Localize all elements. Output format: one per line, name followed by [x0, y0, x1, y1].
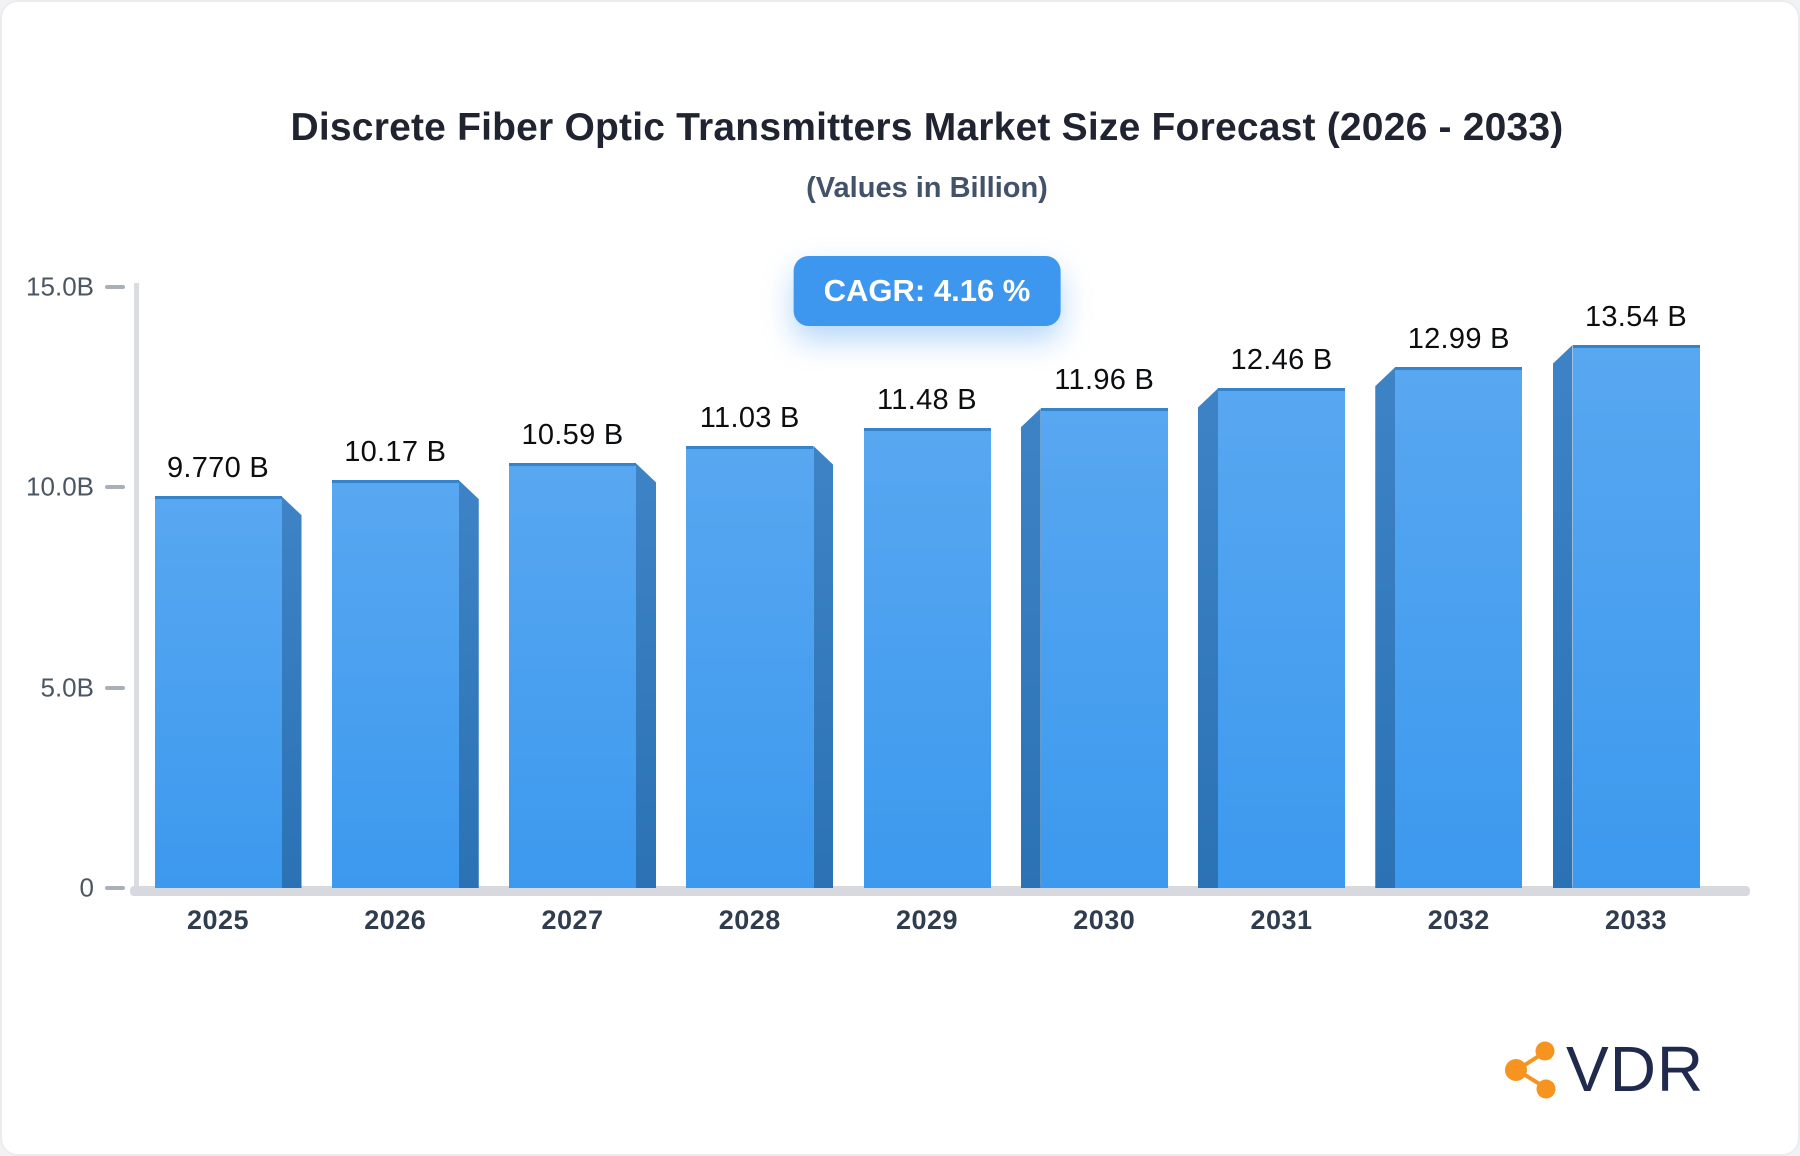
- bar-side-panel: [281, 496, 302, 888]
- bar-value-label: 10.17 B: [344, 436, 447, 469]
- bar-side-panel: [1375, 367, 1396, 888]
- logo-text: VDR: [1566, 1033, 1705, 1105]
- bar-2025: [154, 496, 282, 888]
- bar-side-panel: [813, 445, 834, 888]
- bar-2027: [509, 463, 636, 888]
- x-axis-label-2029: 2029: [895, 905, 959, 935]
- bar-value-label: 11.96 B: [1054, 364, 1155, 397]
- bar-value-label: 11.48 B: [877, 383, 977, 416]
- bar-value-label: 10.59 B: [521, 419, 624, 452]
- bar-2028: [686, 445, 814, 888]
- x-axis-baseline: [130, 886, 1750, 896]
- bar-value-label: 12.46 B: [1230, 344, 1333, 377]
- bar-side-panel: [1020, 408, 1041, 888]
- bar-side-panel: [458, 480, 479, 888]
- y-axis-tick-mark: [105, 485, 125, 489]
- bar-value-label: 12.99 B: [1407, 323, 1510, 356]
- chart-subtitle: (Values in Billion): [806, 172, 1048, 204]
- y-axis-tick-label: 10.0B: [26, 471, 94, 502]
- chart-header: Discrete Fiber Optic Transmitters Market…: [177, 106, 1677, 205]
- y-axis-tick-label: 0: [79, 872, 94, 903]
- bar-value-label: 9.770 B: [166, 452, 270, 485]
- y-axis-tick-label: 5.0B: [40, 672, 95, 702]
- bar-side-panel: [636, 463, 656, 888]
- x-axis-label-2025: 2025: [186, 905, 250, 935]
- bar-2026: [331, 480, 459, 888]
- cagr-badge: CAGR: 4.16 %: [793, 256, 1061, 326]
- y-axis-tick-mark: [105, 886, 125, 890]
- bar-value-label: 13.54 B: [1584, 301, 1688, 334]
- x-axis-label-2033: 2033: [1604, 905, 1668, 935]
- y-axis-line: [134, 283, 139, 888]
- x-axis-label-2032: 2032: [1427, 905, 1490, 935]
- chart-title: Discrete Fiber Optic Transmitters Market…: [290, 106, 1564, 149]
- bar-2031: [1218, 388, 1345, 888]
- x-axis-label-2028: 2028: [718, 905, 781, 935]
- bar-2030: [1040, 408, 1168, 888]
- bar-2032: [1395, 367, 1523, 888]
- vdr-logo: VDR: [1500, 1034, 1704, 1104]
- bar-2029: [863, 427, 991, 888]
- y-axis-tick-label: 15.0B: [26, 271, 94, 301]
- bar-2033: [1572, 345, 1700, 888]
- x-axis-label-2026: 2026: [364, 905, 427, 935]
- y-axis-tick-mark: [105, 685, 125, 690]
- bar-value-label: 11.03 B: [699, 401, 800, 434]
- share-network-icon: [1505, 1041, 1556, 1099]
- x-axis-label-2030: 2030: [1073, 905, 1136, 935]
- x-axis-label-2027: 2027: [541, 905, 604, 935]
- y-axis-tick-mark: [105, 284, 125, 289]
- bar-side-panel: [1552, 345, 1573, 888]
- x-axis-label-2031: 2031: [1250, 905, 1313, 935]
- bar-side-panel: [1198, 388, 1218, 888]
